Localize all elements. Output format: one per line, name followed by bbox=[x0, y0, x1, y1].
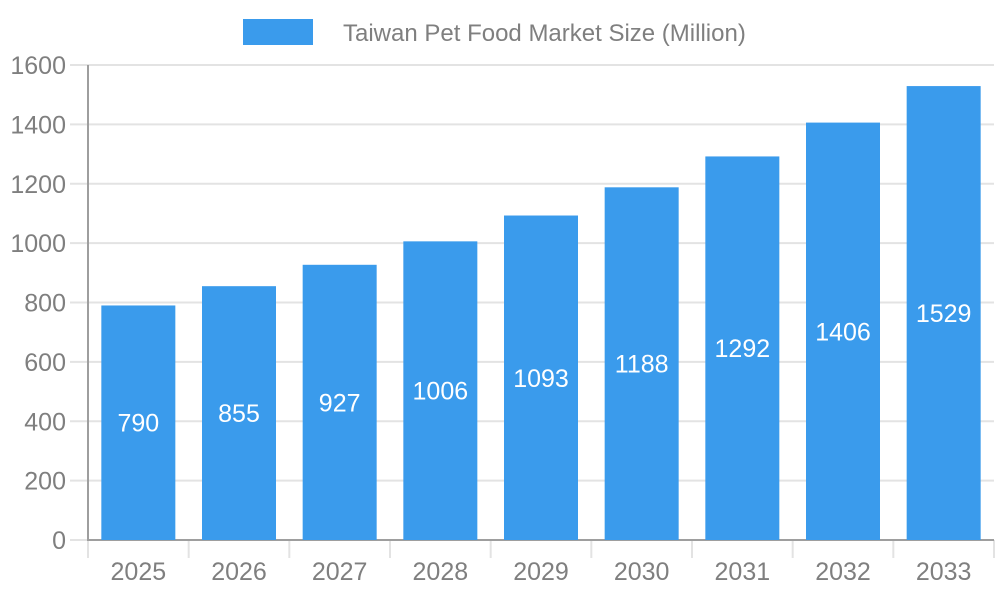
bar-value-label: 790 bbox=[117, 410, 159, 438]
y-tick-label: 1000 bbox=[10, 230, 66, 258]
bar-2033[interactable] bbox=[906, 86, 981, 540]
bar-value-label: 1093 bbox=[513, 365, 569, 393]
x-tick-label: 2029 bbox=[513, 558, 569, 586]
x-tick-label: 2031 bbox=[715, 558, 771, 586]
bar-2025[interactable] bbox=[101, 305, 176, 540]
legend-swatch[interactable] bbox=[243, 19, 313, 45]
x-tick-label: 2032 bbox=[815, 558, 871, 586]
bar-value-label: 1006 bbox=[413, 378, 469, 406]
bar-value-label: 1292 bbox=[715, 335, 771, 363]
y-tick-label: 200 bbox=[24, 468, 66, 496]
x-tick-label: 2026 bbox=[211, 558, 267, 586]
bar-2026[interactable] bbox=[202, 286, 276, 540]
y-tick-label: 800 bbox=[24, 290, 66, 318]
y-tick-label: 1600 bbox=[10, 52, 66, 80]
bar-value-label: 1406 bbox=[815, 318, 871, 346]
y-tick-label: 1200 bbox=[10, 171, 66, 199]
x-axis-labels: 2025 2026 2027 2028 2029 2030 2031 2032 2033 bbox=[111, 558, 972, 586]
bar-2030[interactable] bbox=[604, 187, 679, 540]
y-tick-label: 0 bbox=[52, 527, 66, 555]
bar-value-label: 927 bbox=[319, 389, 361, 417]
bar-value-label: 1529 bbox=[916, 300, 972, 328]
legend[interactable]: Taiwan Pet Food Market Size (Million) bbox=[243, 19, 746, 47]
bar-2027[interactable] bbox=[302, 264, 377, 540]
bar-value-label: 1188 bbox=[615, 351, 669, 379]
bar-2032[interactable] bbox=[806, 122, 880, 540]
x-tick-label: 2027 bbox=[312, 558, 368, 586]
bar-2031[interactable] bbox=[705, 156, 780, 540]
bar-2029[interactable] bbox=[504, 215, 578, 540]
x-tick-label: 2030 bbox=[614, 558, 670, 586]
bar-2028[interactable] bbox=[403, 241, 478, 540]
x-tick-label: 2025 bbox=[111, 558, 167, 586]
legend-label[interactable]: Taiwan Pet Food Market Size (Million) bbox=[343, 20, 746, 47]
y-tick-label: 600 bbox=[24, 349, 66, 377]
y-tick-label: 400 bbox=[24, 408, 66, 436]
y-tick-label: 1400 bbox=[10, 111, 66, 139]
x-tick-label: 2028 bbox=[413, 558, 469, 586]
x-tick-label: 2033 bbox=[916, 558, 972, 586]
value-labels: 790 855 927 1006 1093 1188 1292 1406 1529 bbox=[117, 300, 971, 438]
y-axis-labels: 0 200 400 600 800 1000 1200 1400 1600 bbox=[10, 52, 66, 555]
bars bbox=[101, 86, 981, 540]
bar-value-label: 855 bbox=[218, 400, 260, 428]
